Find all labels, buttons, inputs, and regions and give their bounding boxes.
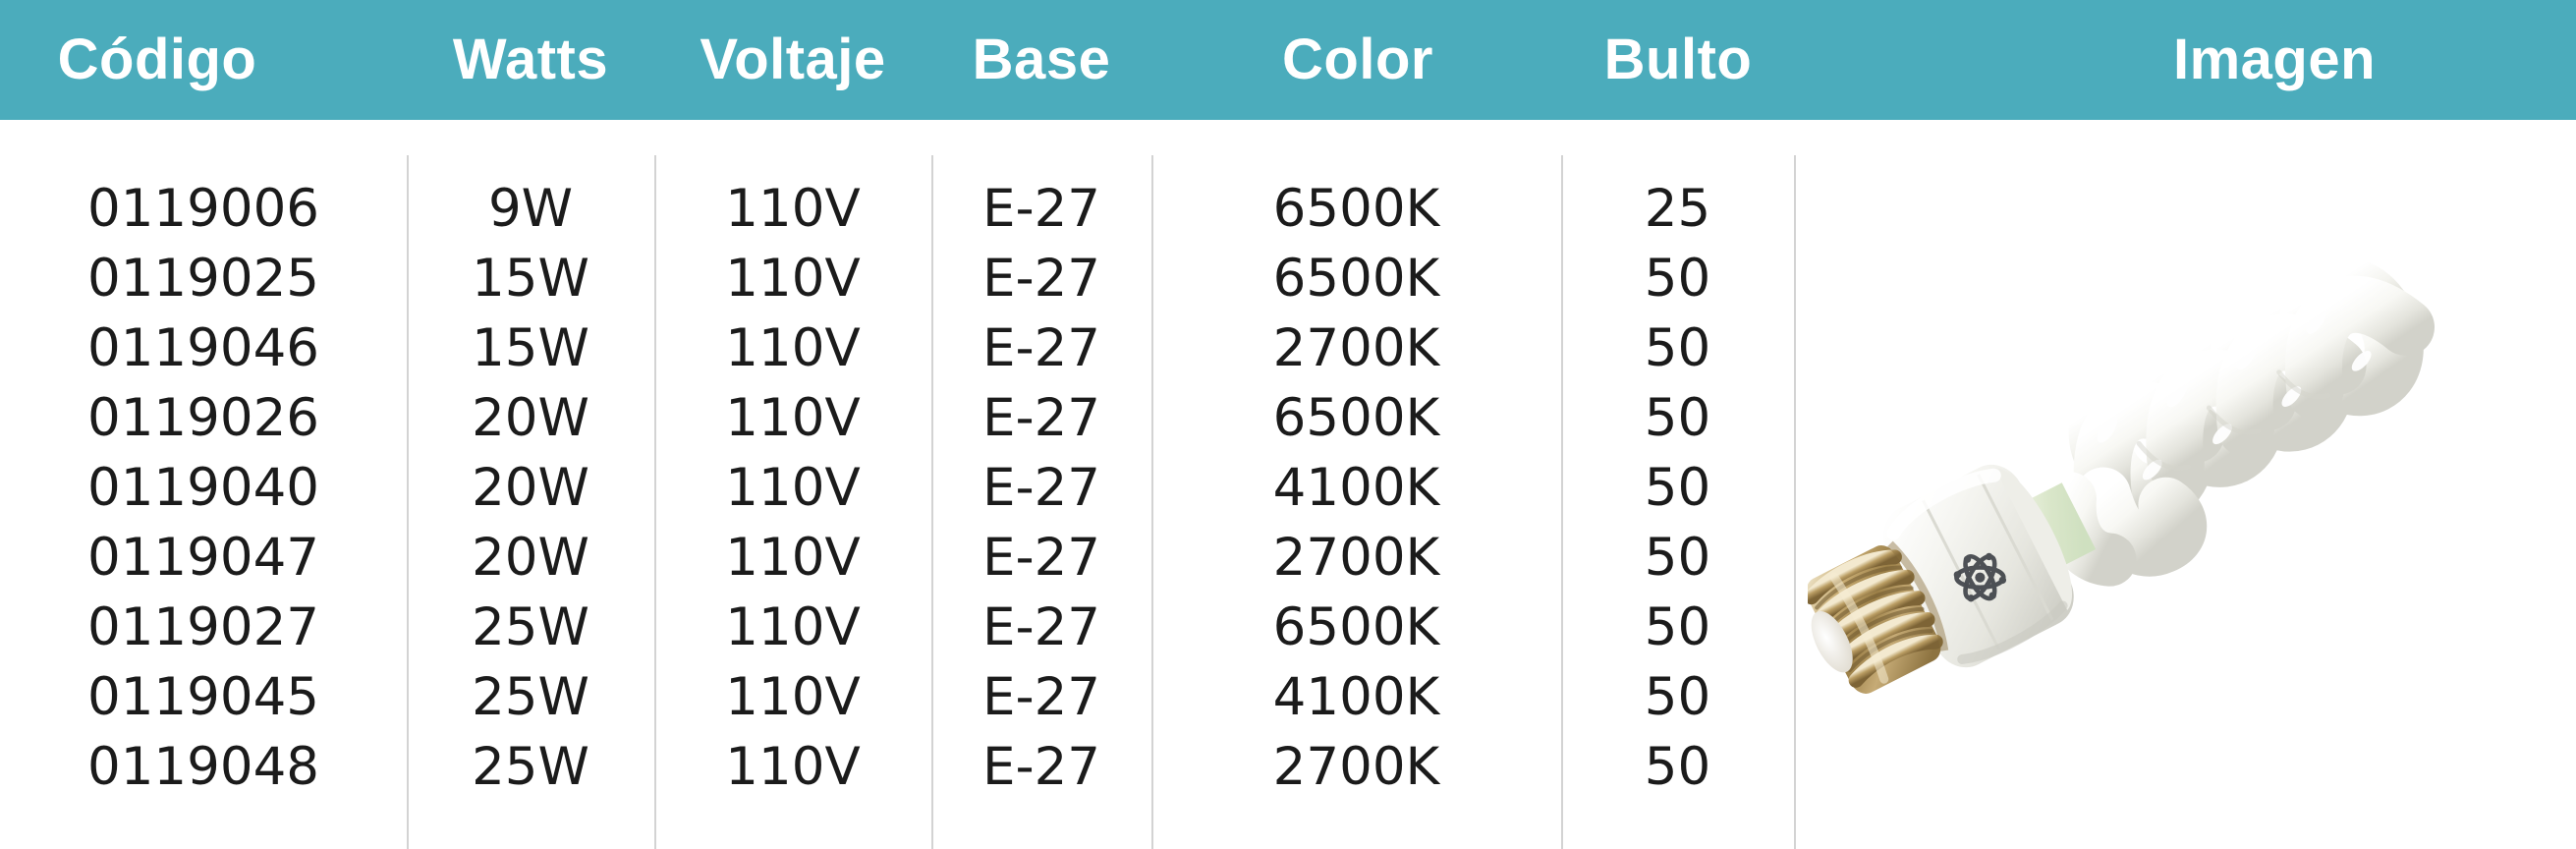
cell-voltaje: 110V [725, 388, 861, 448]
cell-base: E-27 [981, 388, 1101, 448]
cell-bulto: 50 [1644, 597, 1711, 657]
cell-color: 2700K [1272, 737, 1440, 797]
cell-voltaje: 110V [725, 667, 861, 727]
cell-watts: 15W [472, 318, 589, 378]
cell-bulto: 50 [1644, 528, 1711, 588]
cell-bulto: 50 [1644, 249, 1711, 309]
cell-base: E-27 [981, 597, 1101, 657]
table-header-band: Código Watts Voltaje Base Color Bulto Im… [0, 0, 2576, 120]
cell-color: 4100K [1272, 458, 1440, 518]
cell-bulto: 25 [1644, 179, 1711, 239]
cell-voltaje: 110V [725, 318, 861, 378]
atom-logo [1953, 552, 2007, 602]
cell-codigo: 0119025 [86, 249, 320, 309]
cell-voltaje: 110V [725, 528, 861, 588]
table-body: 0119006 9W 110V E-27 6500K 25 0119025 15… [0, 120, 2576, 849]
cell-voltaje: 110V [725, 249, 861, 309]
cell-bulto: 50 [1644, 388, 1711, 448]
spiral-glass-tube [2043, 257, 2436, 587]
column-divider [1561, 155, 1563, 849]
cell-watts: 25W [472, 737, 589, 797]
column-divider [931, 155, 933, 849]
column-divider [1794, 155, 1796, 849]
cell-codigo: 0119048 [86, 737, 320, 797]
cell-base: E-27 [981, 667, 1101, 727]
column-divider [1151, 155, 1153, 849]
cell-color: 2700K [1272, 318, 1440, 378]
cell-base: E-27 [981, 249, 1101, 309]
e27-screw-base [1808, 540, 1949, 694]
cell-voltaje: 110V [725, 179, 861, 239]
cell-codigo: 0119006 [86, 179, 320, 239]
cell-color: 6500K [1272, 597, 1440, 657]
cell-codigo: 0119045 [86, 667, 320, 727]
cell-base: E-27 [981, 179, 1101, 239]
cell-color: 6500K [1272, 388, 1440, 448]
column-header-bulto: Bulto [1603, 28, 1753, 91]
cell-watts: 25W [472, 667, 589, 727]
product-image-cfl-bulb [1808, 128, 2576, 816]
cell-bulto: 50 [1644, 318, 1711, 378]
base-contact-tip [1811, 611, 1853, 673]
cell-base: E-27 [981, 737, 1101, 797]
cell-base: E-27 [981, 528, 1101, 588]
cell-codigo: 0119026 [86, 388, 320, 448]
column-header-color: Color [1282, 28, 1433, 91]
cell-codigo: 0119027 [86, 597, 320, 657]
cell-watts: 15W [472, 249, 589, 309]
column-header-voltaje: Voltaje [700, 28, 886, 91]
cell-voltaje: 110V [725, 597, 861, 657]
cell-codigo: 0119047 [86, 528, 320, 588]
cell-voltaje: 110V [725, 458, 861, 518]
cell-color: 2700K [1272, 528, 1440, 588]
cell-color: 6500K [1272, 179, 1440, 239]
cell-watts: 20W [472, 388, 589, 448]
cell-base: E-27 [981, 458, 1101, 518]
column-divider [654, 155, 656, 849]
column-header-codigo: Código [57, 28, 257, 91]
cell-color: 4100K [1272, 667, 1440, 727]
cell-watts: 25W [472, 597, 589, 657]
column-header-base: Base [972, 28, 1111, 91]
cell-codigo: 0119046 [86, 318, 320, 378]
cell-watts: 9W [487, 179, 574, 239]
cell-watts: 20W [472, 528, 589, 588]
cell-base: E-27 [981, 318, 1101, 378]
cell-codigo: 0119040 [86, 458, 320, 518]
column-header-watts: Watts [452, 28, 609, 91]
column-header-imagen: Imagen [2172, 28, 2377, 91]
cell-bulto: 50 [1644, 667, 1711, 727]
column-divider [407, 155, 409, 849]
cell-watts: 20W [472, 458, 589, 518]
cell-color: 6500K [1272, 249, 1440, 309]
cell-bulto: 50 [1644, 458, 1711, 518]
cell-voltaje: 110V [725, 737, 861, 797]
cell-bulto: 50 [1644, 737, 1711, 797]
